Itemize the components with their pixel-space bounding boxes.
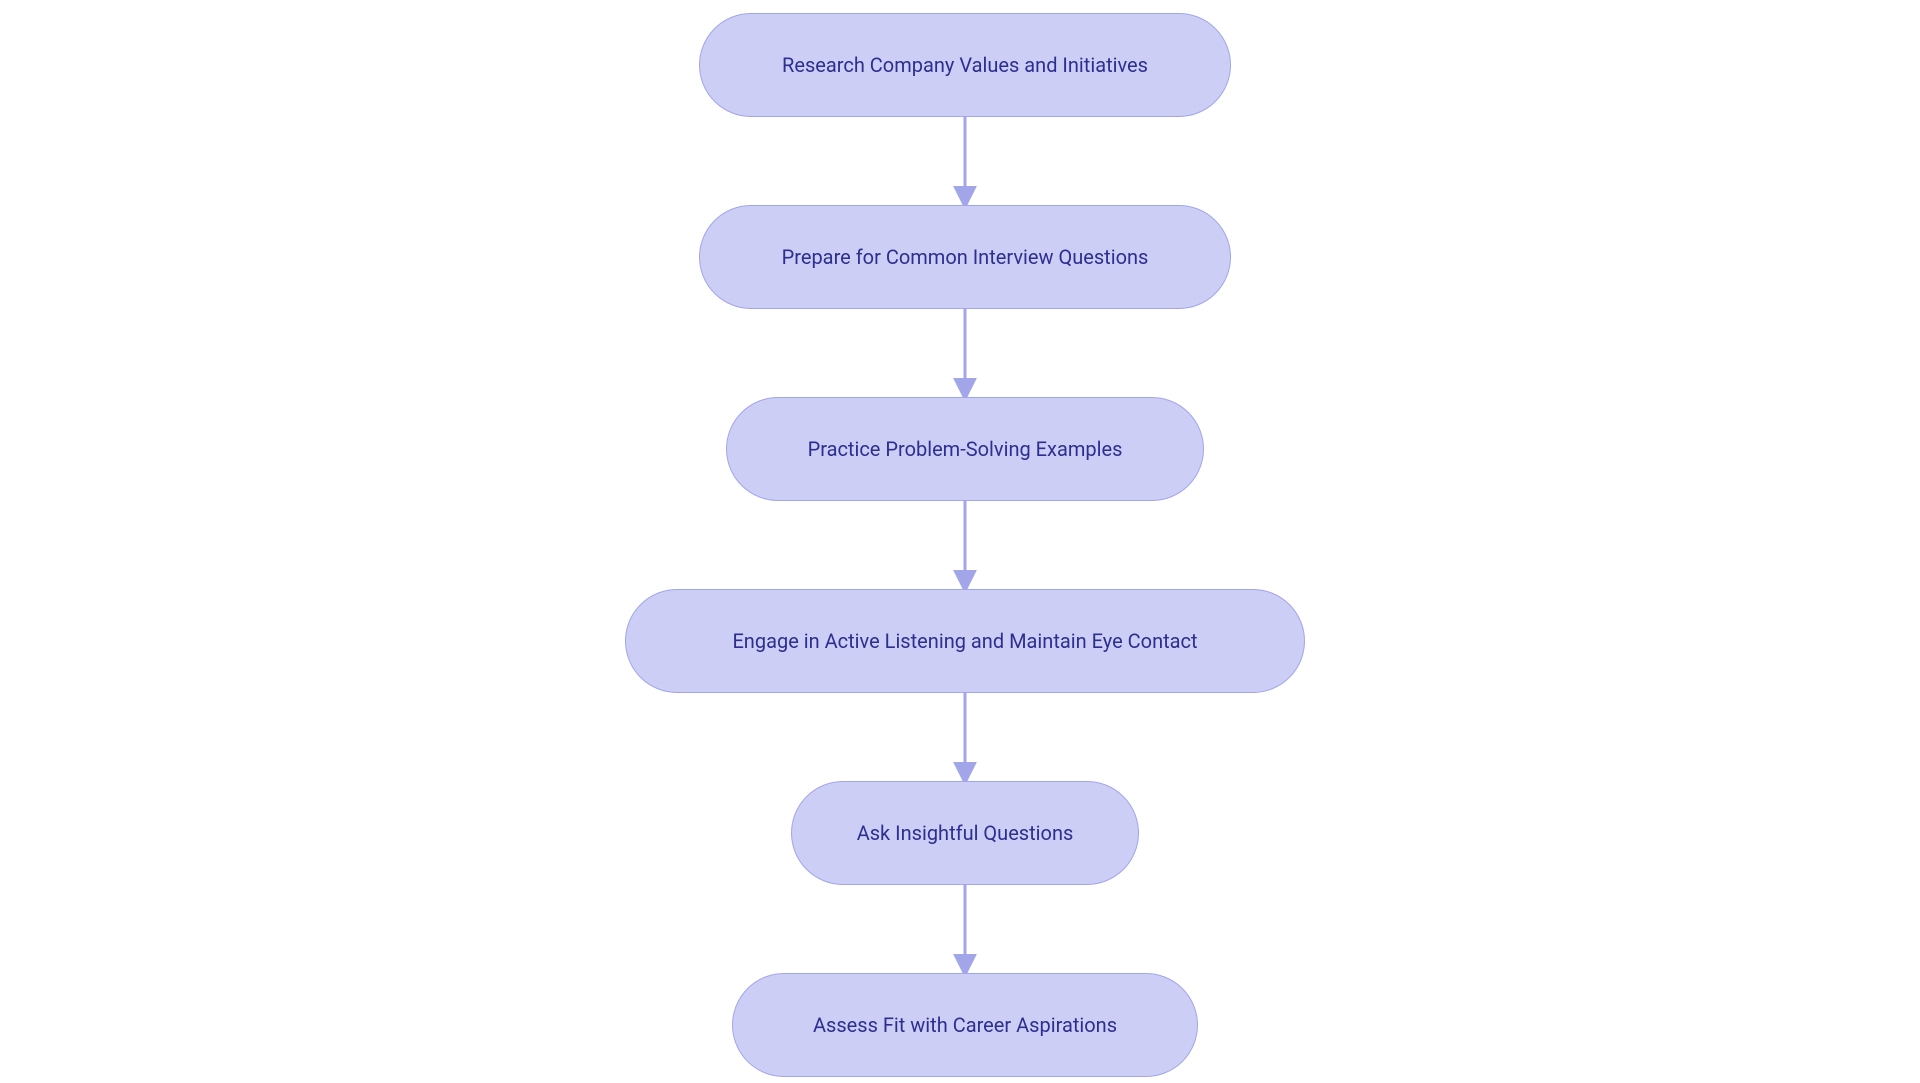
flowchart-node: Assess Fit with Career Aspirations	[732, 973, 1198, 1077]
flowchart-node-label: Ask Insightful Questions	[857, 821, 1074, 845]
flowchart-node: Research Company Values and Initiatives	[699, 13, 1231, 117]
flowchart-node: Practice Problem-Solving Examples	[726, 397, 1204, 501]
flowchart-canvas: Research Company Values and Initiatives P…	[0, 0, 1920, 1083]
flowchart-node-label: Assess Fit with Career Aspirations	[813, 1013, 1117, 1037]
flowchart-node: Engage in Active Listening and Maintain …	[625, 589, 1305, 693]
flowchart-node-label: Engage in Active Listening and Maintain …	[732, 629, 1197, 653]
flowchart-node: Ask Insightful Questions	[791, 781, 1139, 885]
flowchart-node-label: Prepare for Common Interview Questions	[782, 245, 1149, 269]
flowchart-edges	[0, 0, 1920, 1083]
flowchart-node: Prepare for Common Interview Questions	[699, 205, 1231, 309]
flowchart-node-label: Research Company Values and Initiatives	[782, 53, 1148, 77]
flowchart-node-label: Practice Problem-Solving Examples	[808, 437, 1123, 461]
